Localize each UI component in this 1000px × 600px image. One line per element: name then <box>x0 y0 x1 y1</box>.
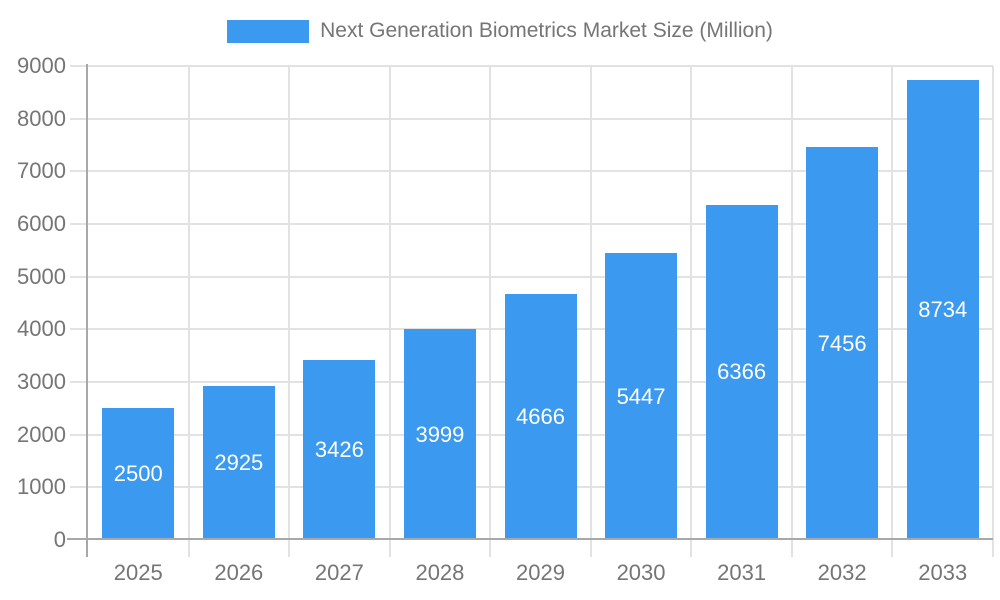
bar-2033[interactable] <box>906 80 979 540</box>
bar-2026[interactable] <box>202 385 275 540</box>
x-tick-label: 2033 <box>918 560 968 585</box>
bar-2028[interactable] <box>403 329 476 540</box>
x-tick-label: 2025 <box>113 560 163 585</box>
x-tick-label: 2027 <box>314 560 364 585</box>
x-tick-label: 2031 <box>717 560 767 585</box>
x-axis-line <box>67 538 993 540</box>
x-tick-label: 2028 <box>415 560 465 585</box>
y-tick-label: 6000 <box>17 211 66 236</box>
y-tick-label: 9000 <box>17 53 66 78</box>
x-gridline <box>187 66 190 557</box>
x-gridline <box>790 66 793 557</box>
y-tick-label: 5000 <box>17 263 66 289</box>
x-tick-label: 2030 <box>616 560 666 585</box>
y-axis-line <box>86 64 88 557</box>
y-tick-label: 1000 <box>17 474 66 500</box>
bar-value-label: 4666 <box>516 404 565 430</box>
legend: Next Generation Biometrics Market Size (… <box>0 16 1000 46</box>
bar-value-label: 7456 <box>817 330 867 356</box>
y-tick-label: 7000 <box>17 158 66 184</box>
x-gridline <box>690 66 693 557</box>
bar-2027[interactable] <box>303 359 376 540</box>
legend-swatch[interactable] <box>227 19 310 43</box>
bar-value-label: 8734 <box>918 297 968 322</box>
x-tick-label: 2032 <box>817 560 867 585</box>
bar-2031[interactable] <box>705 204 778 540</box>
y-tick-label: 8000 <box>17 105 66 131</box>
y-gridline <box>70 170 993 173</box>
legend-label[interactable]: Next Generation Biometrics Market Size (… <box>320 19 773 42</box>
y-gridline <box>70 65 993 67</box>
y-gridline <box>70 117 993 120</box>
y-tick-label: 0 <box>53 527 66 552</box>
x-tick-label: 2029 <box>516 560 565 585</box>
y-tick-label: 3000 <box>17 369 66 394</box>
y-tick-label: 2000 <box>17 421 66 447</box>
x-tick-label: 2026 <box>214 560 264 585</box>
bar-2032[interactable] <box>806 147 879 540</box>
bar-value-label: 3426 <box>314 436 364 462</box>
x-gridline <box>388 66 391 557</box>
y-gridline <box>70 275 993 278</box>
bar-value-label: 6366 <box>717 359 767 385</box>
bar-2029[interactable] <box>504 294 577 540</box>
x-gridline <box>589 66 592 557</box>
bar-2025[interactable] <box>102 408 175 540</box>
bar-value-label: 5447 <box>616 383 666 409</box>
bar-value-label: 3999 <box>415 421 465 447</box>
x-gridline <box>288 66 291 557</box>
y-tick-label: 4000 <box>17 316 66 342</box>
x-gridline <box>891 66 894 557</box>
y-gridline <box>70 223 993 225</box>
bar-value-label: 2500 <box>113 461 163 487</box>
bar-value-label: 2925 <box>214 449 264 475</box>
x-gridline <box>992 66 994 557</box>
x-gridline <box>489 66 492 557</box>
bar-2030[interactable] <box>605 253 678 540</box>
